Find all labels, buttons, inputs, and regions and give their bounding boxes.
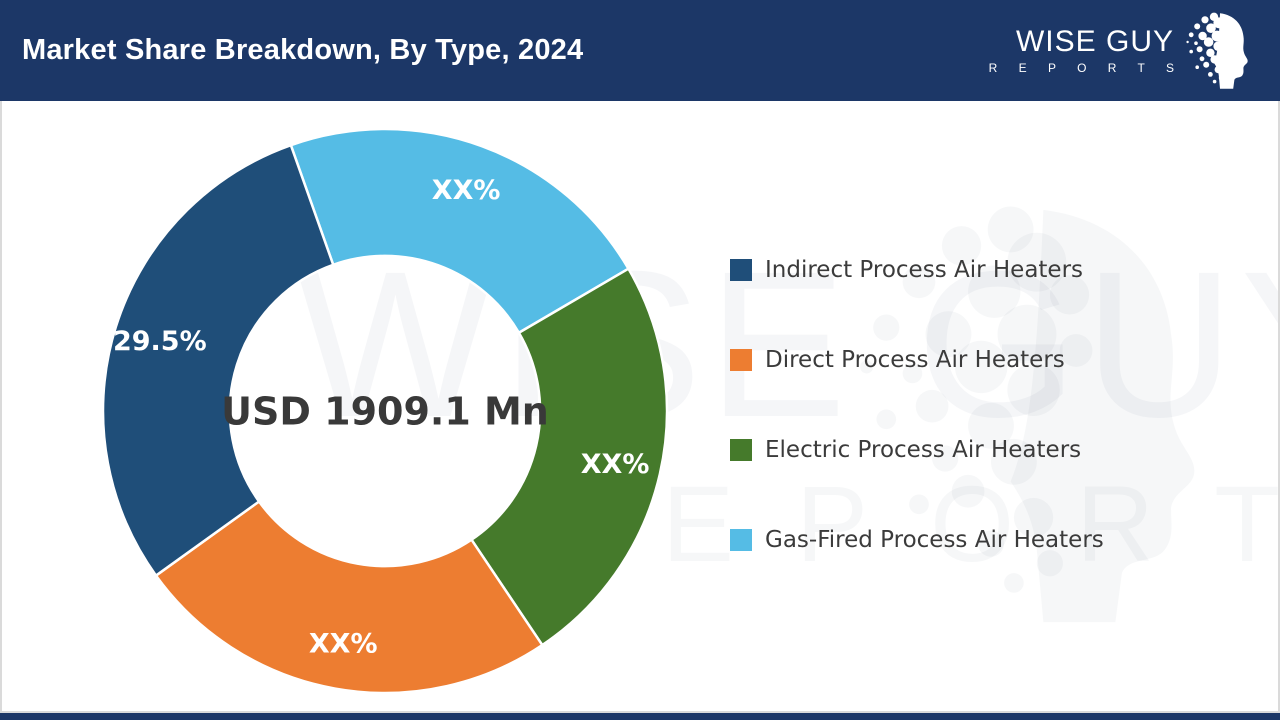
donut-segment-label: 29.5%: [113, 326, 207, 357]
donut-segment-gas-fired-process-air-heaters: [289, 127, 630, 334]
donut-segment-electric-process-air-heaters: [470, 267, 669, 647]
chart-legend: Indirect Process Air Heaters Direct Proc…: [730, 256, 1104, 616]
legend-swatch-gasfired: [730, 529, 752, 551]
legend-label: Direct Process Air Heaters: [765, 347, 1065, 373]
donut-segment-label: XX%: [309, 629, 378, 660]
legend-item-indirect: Indirect Process Air Heaters: [730, 256, 1104, 284]
donut-segment-direct-process-air-heaters: [154, 500, 544, 695]
legend-swatch-indirect: [730, 259, 752, 281]
legend-item-direct: Direct Process Air Heaters: [730, 346, 1104, 374]
legend-label: Gas-Fired Process Air Heaters: [765, 527, 1104, 553]
legend-swatch-direct: [730, 349, 752, 371]
donut-segment-indirect-process-air-heaters: [101, 143, 335, 577]
legend-swatch-electric: [730, 439, 752, 461]
header: Market Share Breakdown, By Type, 2024 WI…: [0, 0, 1280, 101]
legend-label: Electric Process Air Heaters: [765, 437, 1082, 463]
brand-head-icon: [1186, 12, 1248, 89]
brand-logo: WISE GUY R E P O R T S: [989, 12, 1254, 90]
donut-center-value: USD 1909.1 Mn: [221, 389, 549, 433]
footer-bar: [0, 713, 1280, 720]
brand-subtitle: R E P O R T S: [988, 61, 1183, 75]
legend-label: Indirect Process Air Heaters: [765, 257, 1084, 283]
donut-segment-label: XX%: [432, 175, 501, 206]
donut-segment-label: XX%: [581, 449, 650, 480]
brand-name: WISE GUY: [1015, 25, 1174, 58]
page-title: Market Share Breakdown, By Type, 2024: [22, 34, 584, 66]
donut-chart: XX% XX% XX% 29.5% USD 1909.1 Mn: [101, 127, 669, 695]
legend-item-electric: Electric Process Air Heaters: [730, 436, 1104, 464]
legend-item-gasfired: Gas-Fired Process Air Heaters: [730, 526, 1104, 554]
